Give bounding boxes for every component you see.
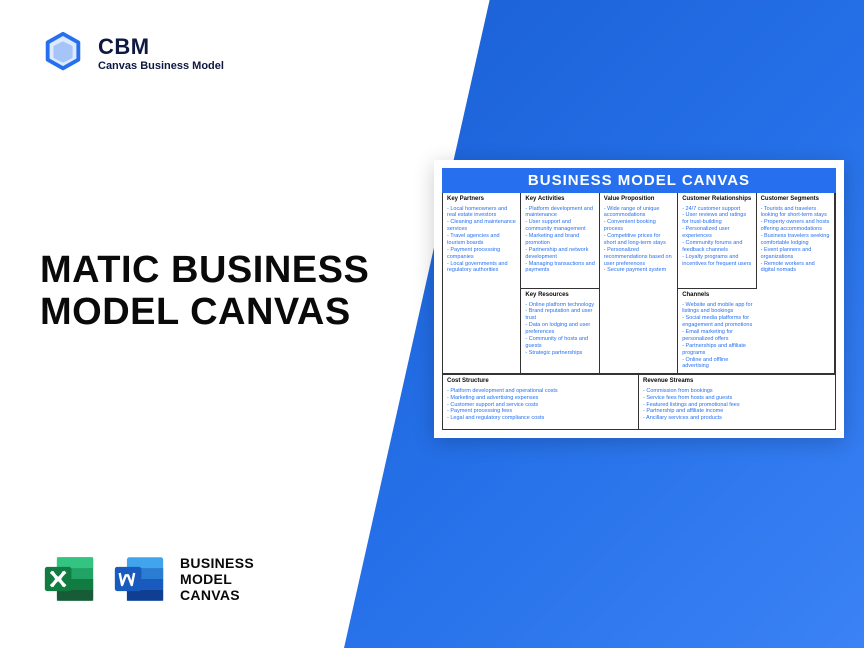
- cell-title: Key Partners: [447, 196, 516, 204]
- cell-body: - Platform development and operational c…: [447, 388, 634, 422]
- canvas-grid: Key Partners - Local homeowners and real…: [442, 193, 836, 374]
- cell-body: - Website and mobile app for listings an…: [682, 302, 752, 371]
- file-format-label: BUSINESS MODEL CANVAS: [180, 555, 254, 603]
- cell-channels: Channels - Website and mobile app for li…: [678, 288, 756, 373]
- cell-title: Customer Segments: [761, 196, 830, 204]
- cell-key-resources: Key Resources - Online platform technolo…: [521, 288, 599, 373]
- cell-title: Value Proposition: [604, 196, 673, 204]
- file-format-block: BUSINESS MODEL CANVAS: [40, 550, 254, 608]
- cell-title: Cost Structure: [447, 378, 634, 386]
- page-title: MATIC BUSINESS MODEL CANVAS: [40, 250, 369, 334]
- cell-body: - Local homeowners and real estate inves…: [447, 206, 516, 275]
- cell-title: Channels: [682, 292, 752, 300]
- cell-body: - Platform development and maintenance -…: [525, 206, 594, 275]
- cell-value-proposition: Value Proposition - Wide range of unique…: [600, 193, 678, 373]
- cell-body: - Online platform technology - Brand rep…: [525, 302, 594, 357]
- cell-key-partners: Key Partners - Local homeowners and real…: [443, 193, 521, 373]
- cell-revenue-streams: Revenue Streams - Commission from bookin…: [639, 374, 835, 429]
- logo-block: CBM Canvas Business Model: [40, 30, 224, 76]
- cbm-logo-icon: [40, 30, 86, 76]
- cell-cost-structure: Cost Structure - Platform development an…: [443, 374, 639, 429]
- logo-subtitle: Canvas Business Model: [98, 60, 224, 72]
- cell-body: - Wide range of unique accommodations - …: [604, 206, 673, 275]
- cell-customer-segments: Customer Segments - Tourists and travele…: [757, 193, 835, 373]
- cell-title: Revenue Streams: [643, 378, 831, 386]
- excel-icon: [40, 550, 98, 608]
- canvas-preview: BUSINESS MODEL CANVAS Key Partners - Loc…: [434, 160, 844, 438]
- cell-title: Customer Relationships: [682, 196, 751, 204]
- cell-title: Key Resources: [525, 292, 594, 300]
- cell-customer-relationships: Customer Relationships - 24/7 customer s…: [678, 193, 756, 288]
- cell-title: Key Activities: [525, 196, 594, 204]
- canvas-header: BUSINESS MODEL CANVAS: [442, 168, 836, 193]
- logo-title: CBM: [98, 34, 224, 60]
- cell-body: - Tourists and travelers looking for sho…: [761, 206, 830, 275]
- cell-body: - Commission from bookings - Service fee…: [643, 388, 831, 422]
- word-icon: [110, 550, 168, 608]
- canvas-bottom-row: Cost Structure - Platform development an…: [442, 374, 836, 430]
- cell-key-activities: Key Activities - Platform development an…: [521, 193, 599, 288]
- cell-body: - 24/7 customer support - User reviews a…: [682, 206, 751, 268]
